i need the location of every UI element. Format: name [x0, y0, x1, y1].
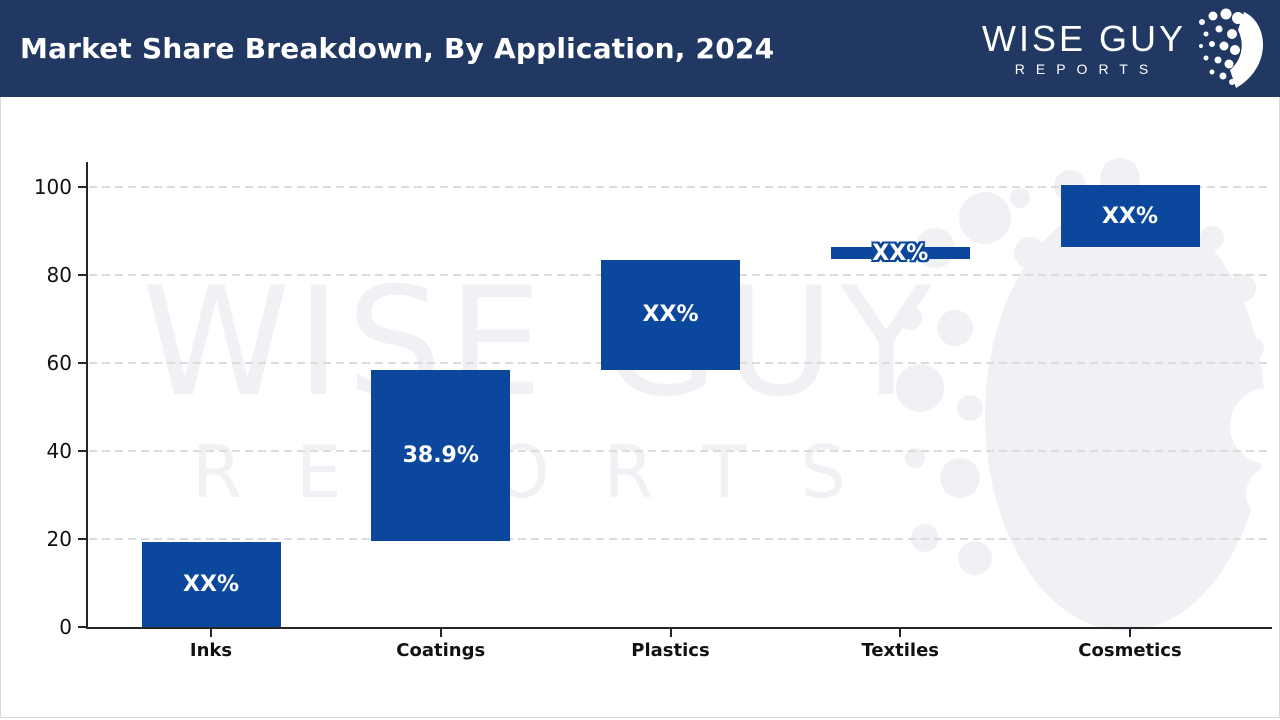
- bar-textiles: XX%: [830, 241, 970, 266]
- bar-label-cosmetics: XX%: [1102, 203, 1158, 229]
- x-tick-cosmetics: [1129, 629, 1131, 637]
- x-tick-label-cosmetics: Cosmetics: [1078, 640, 1182, 661]
- bar-label-plastics: XX%: [642, 302, 699, 328]
- bar-plastics: XX%: [601, 259, 740, 370]
- header-bar: Market Share Breakdown, By Application, …: [0, 0, 1280, 97]
- watermark-text-line2: REPORTS: [192, 430, 901, 514]
- y-axis-spine: [86, 162, 88, 629]
- x-axis-spine: [86, 627, 1272, 629]
- bar-label-inks: XX%: [183, 571, 239, 597]
- bar-cosmetics: XX%: [1060, 185, 1200, 247]
- y-tick-label-60: 60: [46, 351, 72, 375]
- x-tick-label-inks: Inks: [189, 640, 233, 661]
- y-tick-60: [78, 362, 86, 364]
- y-tick-label-80: 80: [46, 263, 72, 287]
- x-tick-label-coatings: Coatings: [396, 640, 486, 661]
- gridline-y100: [89, 186, 1272, 188]
- y-tick-label-20: 20: [46, 527, 72, 551]
- y-tick-label-0: 0: [59, 615, 72, 639]
- x-tick-coatings: [439, 629, 442, 637]
- logo-wordmark: WISE GUY REPORTS: [981, 18, 1186, 78]
- chart-title: Market Share Breakdown, By Application, …: [20, 32, 775, 65]
- watermark-text-line1: WISE GUY: [142, 256, 938, 430]
- y-tick-100: [78, 186, 86, 188]
- bar-label-coatings: 38.9%: [402, 443, 479, 469]
- logo-head-icon: [1199, 8, 1264, 88]
- bar-inks: XX%: [141, 541, 281, 627]
- gridline-y40: [89, 450, 1272, 452]
- y-tick-40: [78, 450, 86, 452]
- bar-label-textiles: XX%: [872, 240, 929, 266]
- y-tick-20: [78, 538, 86, 540]
- y-tick-0: [78, 626, 86, 628]
- bar-coatings: 38.9%: [371, 370, 511, 542]
- x-tick-label-plastics: Plastics: [631, 640, 710, 661]
- x-tick-plastics: [669, 629, 672, 637]
- y-tick-80: [78, 274, 86, 276]
- x-tick-textiles: [899, 629, 902, 637]
- y-tick-label-100: 100: [33, 175, 72, 199]
- x-tick-label-textiles: Textiles: [861, 640, 940, 661]
- logo-line2: REPORTS: [1014, 61, 1160, 77]
- wiseguy-logo: WISE GUY REPORTS: [982, 8, 1264, 90]
- logo-line1: WISE GUY: [981, 18, 1186, 59]
- gridline-y20: [89, 538, 1272, 540]
- y-tick-label-40: 40: [46, 439, 72, 463]
- x-tick-inks: [210, 629, 212, 637]
